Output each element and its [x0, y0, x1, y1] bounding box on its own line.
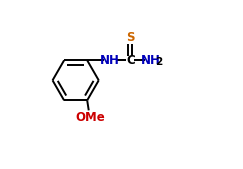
- Text: C: C: [126, 54, 135, 67]
- Text: NH: NH: [100, 54, 120, 67]
- Text: OMe: OMe: [75, 111, 105, 124]
- Text: 2: 2: [155, 57, 162, 67]
- Text: NH: NH: [141, 54, 161, 67]
- Text: S: S: [126, 31, 135, 44]
